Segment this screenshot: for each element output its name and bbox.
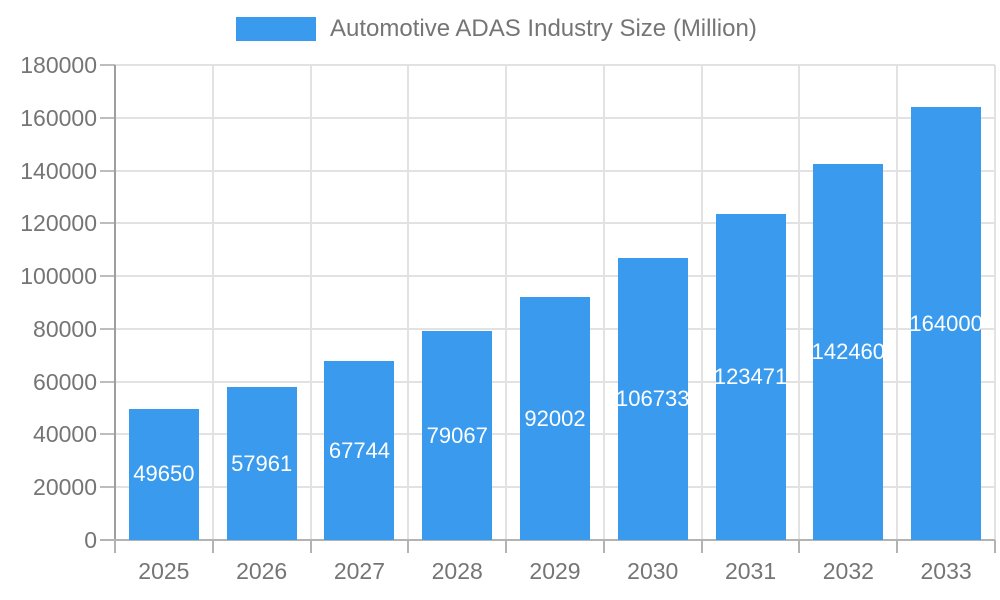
y-axis-tick	[100, 327, 115, 330]
y-axis-tick	[100, 486, 115, 489]
y-tick-label: 120000	[20, 210, 97, 237]
y-gridline	[115, 275, 995, 278]
y-axis-tick	[100, 222, 115, 225]
x-gridline	[896, 65, 899, 540]
bar-value-label: 49650	[133, 461, 195, 487]
y-axis-tick	[100, 169, 115, 172]
y-gridline	[115, 222, 995, 225]
y-gridline	[115, 64, 995, 66]
y-tick-label: 20000	[33, 474, 97, 501]
x-gridline	[407, 65, 410, 540]
legend-swatch[interactable]	[236, 17, 316, 41]
x-tick-label: 2031	[724, 558, 777, 584]
y-tick-label: 180000	[20, 52, 97, 78]
x-axis-tick	[505, 540, 508, 553]
y-tick-label: 100000	[20, 263, 97, 290]
bar	[813, 164, 884, 540]
bar	[520, 297, 590, 540]
bar-value-label: 57961	[231, 450, 293, 476]
y-axis-tick	[100, 64, 115, 66]
x-gridline	[505, 65, 508, 540]
y-axis-tick	[100, 433, 115, 436]
bar	[324, 361, 395, 540]
bar-value-label: 164000	[909, 310, 983, 336]
y-axis-tick	[100, 116, 115, 119]
bar	[617, 258, 688, 540]
x-gridline	[994, 65, 996, 540]
bar	[715, 214, 786, 540]
bar	[128, 408, 199, 540]
y-tick-label: 60000	[33, 368, 97, 395]
bar-value-label: 142460	[811, 339, 886, 365]
x-tick-label: 2033	[920, 558, 972, 584]
x-axis-tick	[994, 540, 996, 553]
x-tick-label: 2032	[822, 558, 874, 584]
x-axis-tick	[798, 540, 801, 553]
y-tick-label: 0	[84, 527, 97, 553]
x-axis-tick	[602, 540, 605, 553]
bar	[911, 107, 982, 540]
legend-label[interactable]: Automotive ADAS Industry Size (Million)	[330, 15, 757, 42]
y-tick-label: 140000	[20, 157, 97, 184]
x-axis-tick	[896, 540, 899, 553]
x-tick-label: 2027	[333, 558, 386, 584]
x-tick-label: 2029	[529, 558, 581, 584]
bar-value-label: 67744	[328, 437, 391, 463]
y-gridline	[115, 116, 995, 119]
x-tick-label: 2030	[627, 558, 679, 584]
x-axis-tick	[114, 540, 116, 553]
y-tick-label: 80000	[33, 315, 97, 342]
bar-value-label: 79067	[426, 422, 488, 448]
x-axis-tick	[407, 540, 410, 553]
x-gridline	[700, 65, 703, 540]
x-gridline	[309, 65, 312, 540]
x-axis-tick	[700, 540, 703, 553]
y-gridline	[115, 169, 995, 172]
x-tick-label: 2026	[236, 558, 288, 584]
y-axis-tick	[100, 275, 115, 278]
bar	[226, 387, 297, 540]
x-axis-line	[100, 539, 995, 541]
x-axis-tick	[211, 540, 214, 553]
x-gridline	[602, 65, 605, 540]
x-gridline	[798, 65, 801, 540]
bar	[422, 331, 493, 540]
y-tick-label: 40000	[33, 421, 97, 448]
y-tick-label: 160000	[20, 104, 97, 131]
y-axis-tick	[100, 380, 115, 383]
bar-value-label: 123471	[713, 364, 788, 390]
x-tick-label: 2028	[431, 558, 483, 584]
bar-value-label: 92002	[524, 405, 586, 431]
x-gridline	[211, 65, 214, 540]
x-axis-tick	[309, 540, 312, 553]
bar-value-label: 106733	[616, 386, 690, 412]
y-axis-line	[114, 65, 116, 540]
x-tick-label: 2025	[138, 558, 190, 584]
